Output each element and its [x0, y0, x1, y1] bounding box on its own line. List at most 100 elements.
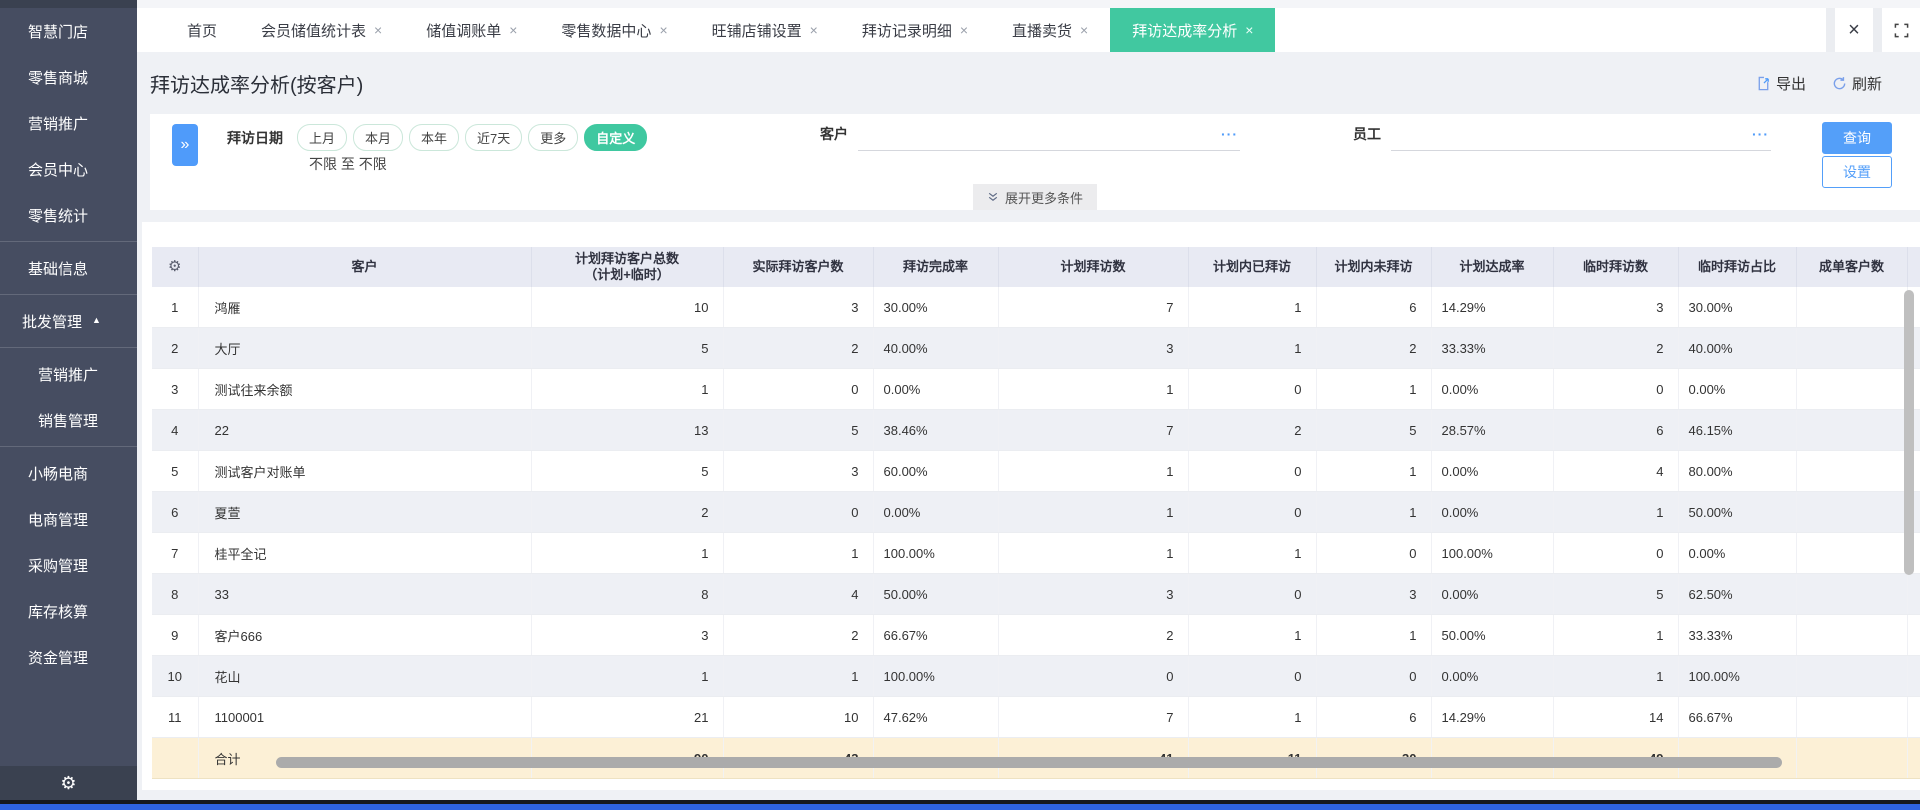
- table-cell-filler: [1907, 696, 1920, 738]
- table-cell: 1: [1316, 491, 1432, 533]
- table-cell: 2: [723, 327, 874, 369]
- top-strip: [137, 0, 1920, 8]
- table-cell: 6: [1553, 409, 1679, 451]
- tab-live-selling[interactable]: 直播卖货 ×: [990, 8, 1110, 52]
- table-row[interactable]: 9 客户666 3 2 66.67% 2 1 1 50.00% 1 33.33%: [152, 614, 1920, 656]
- horizontal-scrollbar[interactable]: [276, 757, 1782, 768]
- tab-close-icon[interactable]: ×: [509, 22, 518, 38]
- table-cell-filler: [1907, 573, 1920, 615]
- date-option-pill[interactable]: 更多: [528, 124, 579, 151]
- date-range-values[interactable]: 不限 至 不限: [309, 154, 387, 174]
- employee-more-button[interactable]: ···: [1752, 126, 1769, 142]
- sidebar-item-sales-mgmt[interactable]: 销售管理: [0, 397, 137, 443]
- table-cell: [1796, 573, 1908, 615]
- column-header[interactable]: 计划达成率: [1431, 247, 1554, 287]
- tab-stored-value-adjust[interactable]: 储值调账单 ×: [404, 8, 539, 52]
- settings-button[interactable]: 设置: [1822, 156, 1892, 188]
- collapse-filter-button[interactable]: »: [172, 124, 198, 166]
- sidebar-item-xiaochang-ec[interactable]: 小畅电商: [0, 450, 137, 496]
- tab-wangpu-settings[interactable]: 旺铺店铺设置 ×: [690, 8, 840, 52]
- column-header[interactable]: 计划拜访数: [998, 247, 1189, 287]
- sidebar-item-retail-mall[interactable]: 零售商城: [0, 54, 137, 100]
- table-cell: 3: [531, 614, 724, 656]
- sidebar-item-inventory[interactable]: 库存核算: [0, 588, 137, 634]
- vertical-scrollbar[interactable]: [1904, 290, 1914, 575]
- table-row[interactable]: 3 测试往来余额 1 0 0.00% 1 0 1 0.00% 0 0.00%: [152, 368, 1920, 410]
- table-cell: 14: [1553, 696, 1679, 738]
- close-window-button[interactable]: ×: [1835, 8, 1873, 52]
- sidebar-item-wholesale[interactable]: 批发管理 ▲: [0, 298, 137, 344]
- date-option-pill[interactable]: 近7天: [465, 124, 523, 151]
- table-row[interactable]: 6 夏萱 2 0 0.00% 1 0 1 0.00% 1 50.00%: [152, 491, 1920, 533]
- tab-member-stored-value[interactable]: 会员储值统计表 ×: [239, 8, 404, 52]
- table-cell: 100.00%: [1431, 532, 1554, 574]
- tab-close-icon[interactable]: ×: [1080, 22, 1089, 38]
- fullscreen-button[interactable]: [1882, 8, 1920, 52]
- column-header[interactable]: 计划拜访客户总数 （计划+临时）: [531, 247, 724, 287]
- tab-visit-records[interactable]: 拜访记录明细 ×: [840, 8, 990, 52]
- table-cell: 7: [998, 696, 1189, 738]
- date-option-pill[interactable]: 上月: [297, 124, 348, 151]
- date-option-pill[interactable]: 本月: [353, 124, 404, 151]
- export-button[interactable]: 导出: [1756, 73, 1806, 94]
- table-row[interactable]: 10 花山 1 1 100.00% 0 0 0 0.00% 1 100.00%: [152, 655, 1920, 697]
- column-header[interactable]: 临时拜访占比: [1678, 247, 1797, 287]
- column-header[interactable]: 成单客户数: [1796, 247, 1908, 287]
- customer-more-button[interactable]: ···: [1221, 126, 1238, 142]
- sidebar-item-basic-info[interactable]: 基础信息: [0, 245, 137, 291]
- sidebar-item-marketing-sub[interactable]: 营销推广: [0, 351, 137, 397]
- tab-retail-data-center[interactable]: 零售数据中心 ×: [539, 8, 689, 52]
- column-settings-gear-icon[interactable]: ⚙: [152, 247, 199, 287]
- tab-home[interactable]: 首页: [165, 8, 239, 52]
- tab-close-icon[interactable]: ×: [659, 22, 668, 38]
- refresh-button[interactable]: 刷新: [1832, 73, 1882, 94]
- customer-input[interactable]: ···: [858, 124, 1240, 151]
- column-header[interactable]: 实际拜访客户数: [723, 247, 874, 287]
- sidebar-item-marketing[interactable]: 营销推广: [0, 100, 137, 146]
- table-cell: 1: [1316, 450, 1432, 492]
- sidebar-item-smart-store[interactable]: 智慧门店: [0, 8, 137, 54]
- employee-input[interactable]: ···: [1391, 124, 1771, 151]
- expand-more-conditions-button[interactable]: 展开更多条件: [972, 184, 1098, 210]
- table-cell: 3: [998, 327, 1189, 369]
- sidebar-item-purchase[interactable]: 采购管理: [0, 542, 137, 588]
- tab-label: 储值调账单: [426, 22, 502, 40]
- tab-close-icon[interactable]: ×: [959, 22, 969, 38]
- table-cell: 0: [1316, 655, 1432, 697]
- table-cell: 6: [1316, 696, 1432, 738]
- table-cell: 0.00%: [1431, 368, 1554, 410]
- query-button[interactable]: 查询: [1822, 122, 1892, 154]
- table-cell: 3: [152, 368, 199, 410]
- table-cell: 47.62%: [873, 696, 999, 738]
- sidebar-item-funds[interactable]: 资金管理: [0, 634, 137, 680]
- table-cell: 测试往来余额: [198, 368, 532, 410]
- table-row[interactable]: 7 桂平全记 1 1 100.00% 1 1 0 100.00% 0 0.00%: [152, 532, 1920, 574]
- date-option-pill[interactable]: 本年: [409, 124, 460, 151]
- tab-close-icon[interactable]: ×: [374, 22, 383, 38]
- table-cell: [1796, 696, 1908, 738]
- table-cell: 100.00%: [873, 532, 999, 574]
- date-option-custom-pill[interactable]: 自定义: [584, 124, 648, 151]
- table-row[interactable]: 1 鸿雁 10 3 30.00% 7 1 6 14.29% 3 30.00%: [152, 287, 1920, 328]
- sidebar-item-label: 零售商城: [28, 69, 89, 87]
- tab-close-icon[interactable]: ×: [809, 22, 818, 38]
- sidebar-item-retail-stats[interactable]: 零售统计: [0, 192, 137, 238]
- table-row[interactable]: 4 22 13 5 38.46% 7 2 5 28.57% 6 46.15%: [152, 409, 1920, 451]
- sidebar-item-ec-mgmt[interactable]: 电商管理: [0, 496, 137, 542]
- column-header[interactable]: 临时拜访数: [1553, 247, 1679, 287]
- settings-gear-icon[interactable]: ⚙: [60, 773, 77, 793]
- column-header[interactable]: 客户: [198, 247, 532, 287]
- table-cell: 11: [152, 696, 199, 738]
- table-row[interactable]: 2 大厅 5 2 40.00% 3 1 2 33.33% 2 40.00%: [152, 327, 1920, 369]
- tab-close-icon[interactable]: ×: [1245, 22, 1254, 38]
- table-header-row: ⚙ 客户 计划拜访客户总数 （计划+临时） 实际拜访客户数 拜访完成率 计划拜访数 计划内已…: [152, 247, 1920, 287]
- table-cell: 33.33%: [1431, 327, 1554, 369]
- table-row[interactable]: 8 33 8 4 50.00% 3 0 3 0.00% 5 62.50%: [152, 573, 1920, 615]
- table-row[interactable]: 5 测试客户对账单 5 3 60.00% 1 0 1 0.00% 4 80.00%: [152, 450, 1920, 492]
- sidebar-item-member-center[interactable]: 会员中心: [0, 146, 137, 192]
- tab-visit-rate-analysis[interactable]: 拜访达成率分析 ×: [1110, 8, 1276, 52]
- column-header[interactable]: 计划内已拜访: [1188, 247, 1317, 287]
- column-header[interactable]: 计划内未拜访: [1316, 247, 1432, 287]
- column-header[interactable]: 拜访完成率: [873, 247, 999, 287]
- table-row[interactable]: 11 1100001 21 10 47.62% 7 1 6 14.29% 14 66.67%: [152, 696, 1920, 738]
